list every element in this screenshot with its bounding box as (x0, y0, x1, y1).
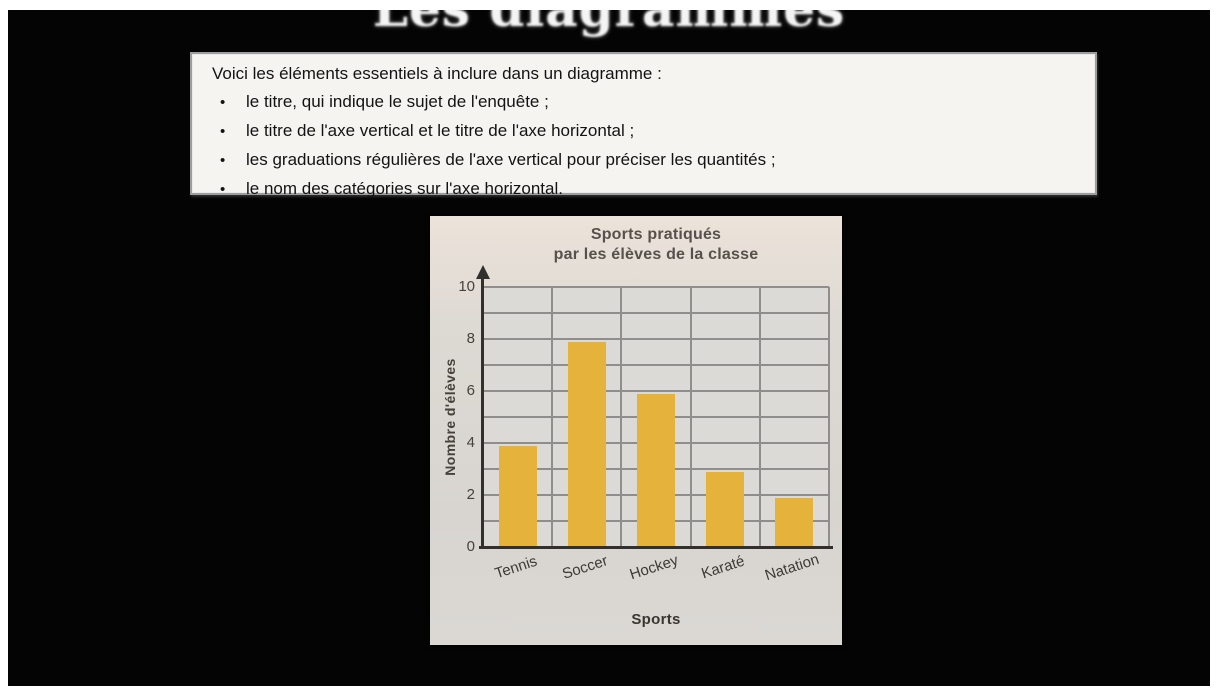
info-bullet-item: • les graduations régulières de l'axe ver… (212, 146, 1081, 175)
bar-tennis (498, 446, 537, 547)
y-tick-label: 2 (466, 486, 475, 503)
x-axis-title: Sports (631, 611, 681, 628)
y-axis-line (481, 276, 484, 548)
bullet-icon: • (220, 152, 226, 169)
chart-title-line2: par les élèves de la classe (553, 246, 759, 263)
bullet-text: le titre, qui indique le sujet de l'enqu… (246, 92, 549, 111)
bar-chart-card: Sports pratiqués par les élèves de la cl… (430, 216, 842, 645)
y-tick-label: 8 (466, 330, 475, 347)
h-gridline (483, 286, 829, 288)
y-tick-label: 4 (466, 434, 475, 451)
h-gridline (483, 338, 829, 340)
info-bullet-item: • le titre de l'axe vertical et le titre … (212, 117, 1081, 146)
y-axis-arrow-icon (476, 265, 490, 279)
h-gridline (483, 390, 829, 392)
h-gridline (483, 364, 829, 366)
plot-area: 0 2 4 6 8 10 Tennis Soccer Hockey Karaté Natation (458, 265, 833, 584)
bullet-text: le titre de l'axe vertical et le titre d… (246, 121, 635, 140)
v-gridline (828, 287, 830, 547)
y-tick-label: 10 (458, 278, 475, 295)
y-tick-label: 6 (466, 382, 475, 399)
v-gridline (758, 287, 761, 547)
bar-hockey (637, 394, 675, 547)
bullet-icon: • (220, 94, 226, 111)
bar-karaté (706, 472, 745, 547)
bar-soccer (567, 342, 606, 547)
x-axis-line (479, 546, 833, 549)
info-intro-text: Voici les éléments essentiels à inclure … (212, 64, 662, 83)
bullet-text: les graduations régulières de l'axe vert… (246, 150, 776, 169)
slide-background: Les diagrammes Voici les éléments essent… (8, 10, 1210, 686)
v-gridline (551, 287, 554, 547)
info-bullet-item: • le titre, qui indique le sujet de l'enq… (212, 88, 1081, 117)
info-box: Voici les éléments essentiels à inclure … (190, 52, 1097, 198)
chart-title-line1: Sports pratiqués (590, 226, 722, 243)
v-gridline (620, 287, 623, 547)
info-bullet-list: • le titre, qui indique le sujet de l'enq… (212, 88, 1081, 204)
y-tick-label: 0 (466, 538, 475, 555)
info-bullet-item: • le nom des catégories sur l'axe horizon… (212, 175, 1081, 204)
bullet-icon: • (220, 123, 226, 140)
slide-title: Les diagrammes (8, 10, 1210, 34)
bar-natation (775, 498, 814, 547)
chart-title: Sports pratiqués par les élèves de la cl… (483, 225, 829, 265)
y-axis-title: Nombre d'élèves (442, 358, 458, 476)
bullet-icon: • (220, 181, 226, 198)
h-gridline (483, 312, 829, 314)
bullet-text: le nom des catégories sur l'axe horizont… (246, 179, 563, 198)
v-gridline (689, 287, 692, 547)
